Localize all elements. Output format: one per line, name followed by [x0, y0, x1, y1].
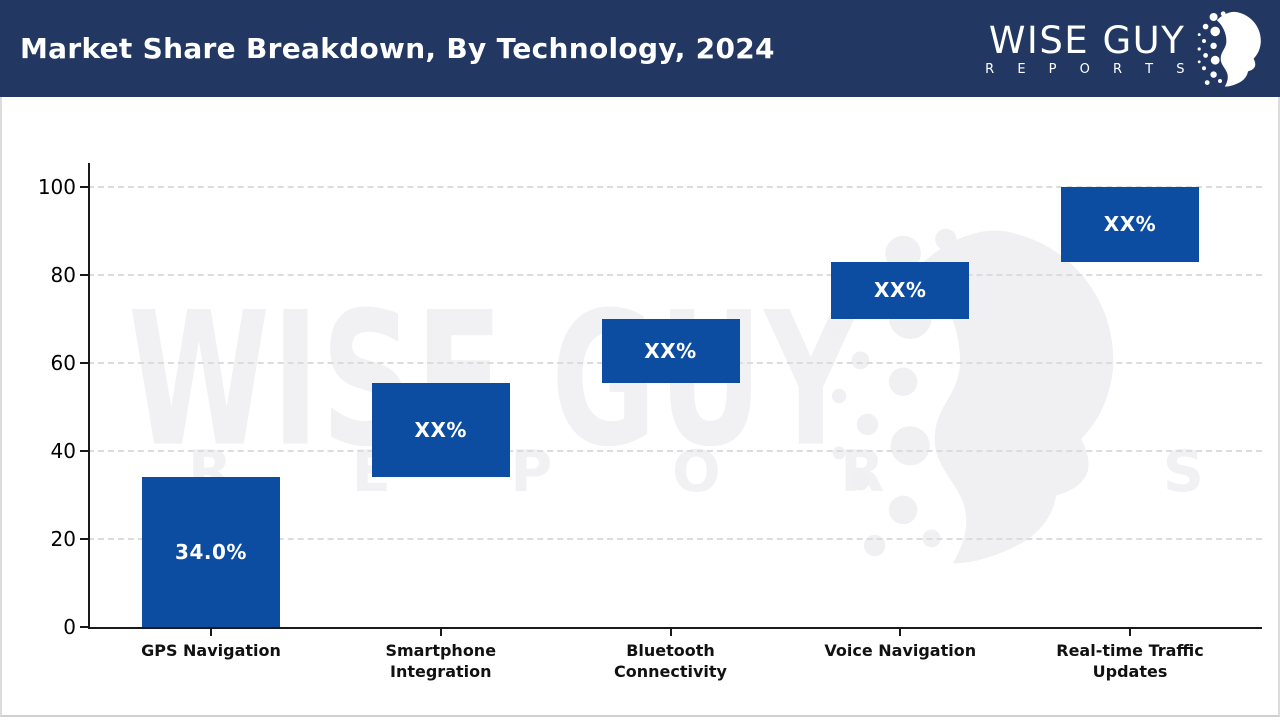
logo-reports-text: R E P O R T S — [985, 62, 1194, 77]
bar-value-label: XX% — [874, 278, 927, 303]
x-axis-line — [88, 627, 1262, 629]
bar-segment: 34.0% — [142, 477, 280, 627]
bar-segment: XX% — [601, 319, 740, 383]
bar-segment: XX% — [1061, 187, 1199, 262]
x-axis-tick — [210, 629, 212, 636]
bar-segment: XX% — [831, 261, 970, 319]
y-axis-line — [88, 163, 90, 629]
logo-wordmark: WISE GUY — [988, 19, 1186, 62]
chart-title: Market Share Breakdown, By Technology, 2… — [20, 32, 775, 65]
y-tick-label: 80 — [50, 263, 76, 287]
x-axis-tick — [439, 629, 442, 636]
brand-logo: WISE GUY R E P O R T S — [980, 5, 1268, 93]
brand-logo-text: WISE GUY R E P O R T S — [980, 22, 1194, 76]
y-tick-label: 20 — [50, 527, 76, 551]
bar-value-label: XX% — [644, 338, 697, 363]
y-tick-label: 100 — [37, 175, 76, 199]
x-axis-tick — [669, 629, 672, 636]
x-tick-label: Voice Navigation — [824, 641, 977, 660]
x-tick-label: GPS Navigation — [141, 641, 281, 660]
gridline — [88, 274, 1262, 276]
x-axis-tick — [1129, 629, 1131, 636]
x-tick-label: Bluetooth Connectivity — [614, 641, 727, 681]
x-tick-label: Smartphone Integration — [385, 641, 497, 681]
gridline — [88, 186, 1262, 188]
y-tick-label: 40 — [50, 439, 76, 463]
bar-segment: XX% — [371, 382, 510, 478]
y-axis-tick — [80, 274, 88, 276]
header-bar: Market Share Breakdown, By Technology, 2… — [0, 0, 1280, 97]
y-axis-tick — [80, 538, 88, 540]
y-axis-tick — [80, 362, 88, 364]
y-tick-label: 60 — [50, 351, 76, 375]
bar-value-label: XX% — [1103, 212, 1157, 237]
gridline — [88, 450, 1262, 452]
x-axis-tick — [899, 629, 902, 636]
y-axis-tick — [80, 186, 88, 188]
y-axis-tick — [80, 626, 88, 628]
bar-value-label: XX% — [414, 418, 467, 443]
y-tick-label: 0 — [63, 615, 76, 639]
logo-head-dots-icon — [1197, 11, 1261, 87]
bar-value-label: 34.0% — [175, 540, 247, 565]
x-tick-label: Real-time Traffic Updates — [1056, 641, 1204, 681]
y-axis-tick — [80, 450, 88, 452]
gridline — [88, 538, 1262, 540]
